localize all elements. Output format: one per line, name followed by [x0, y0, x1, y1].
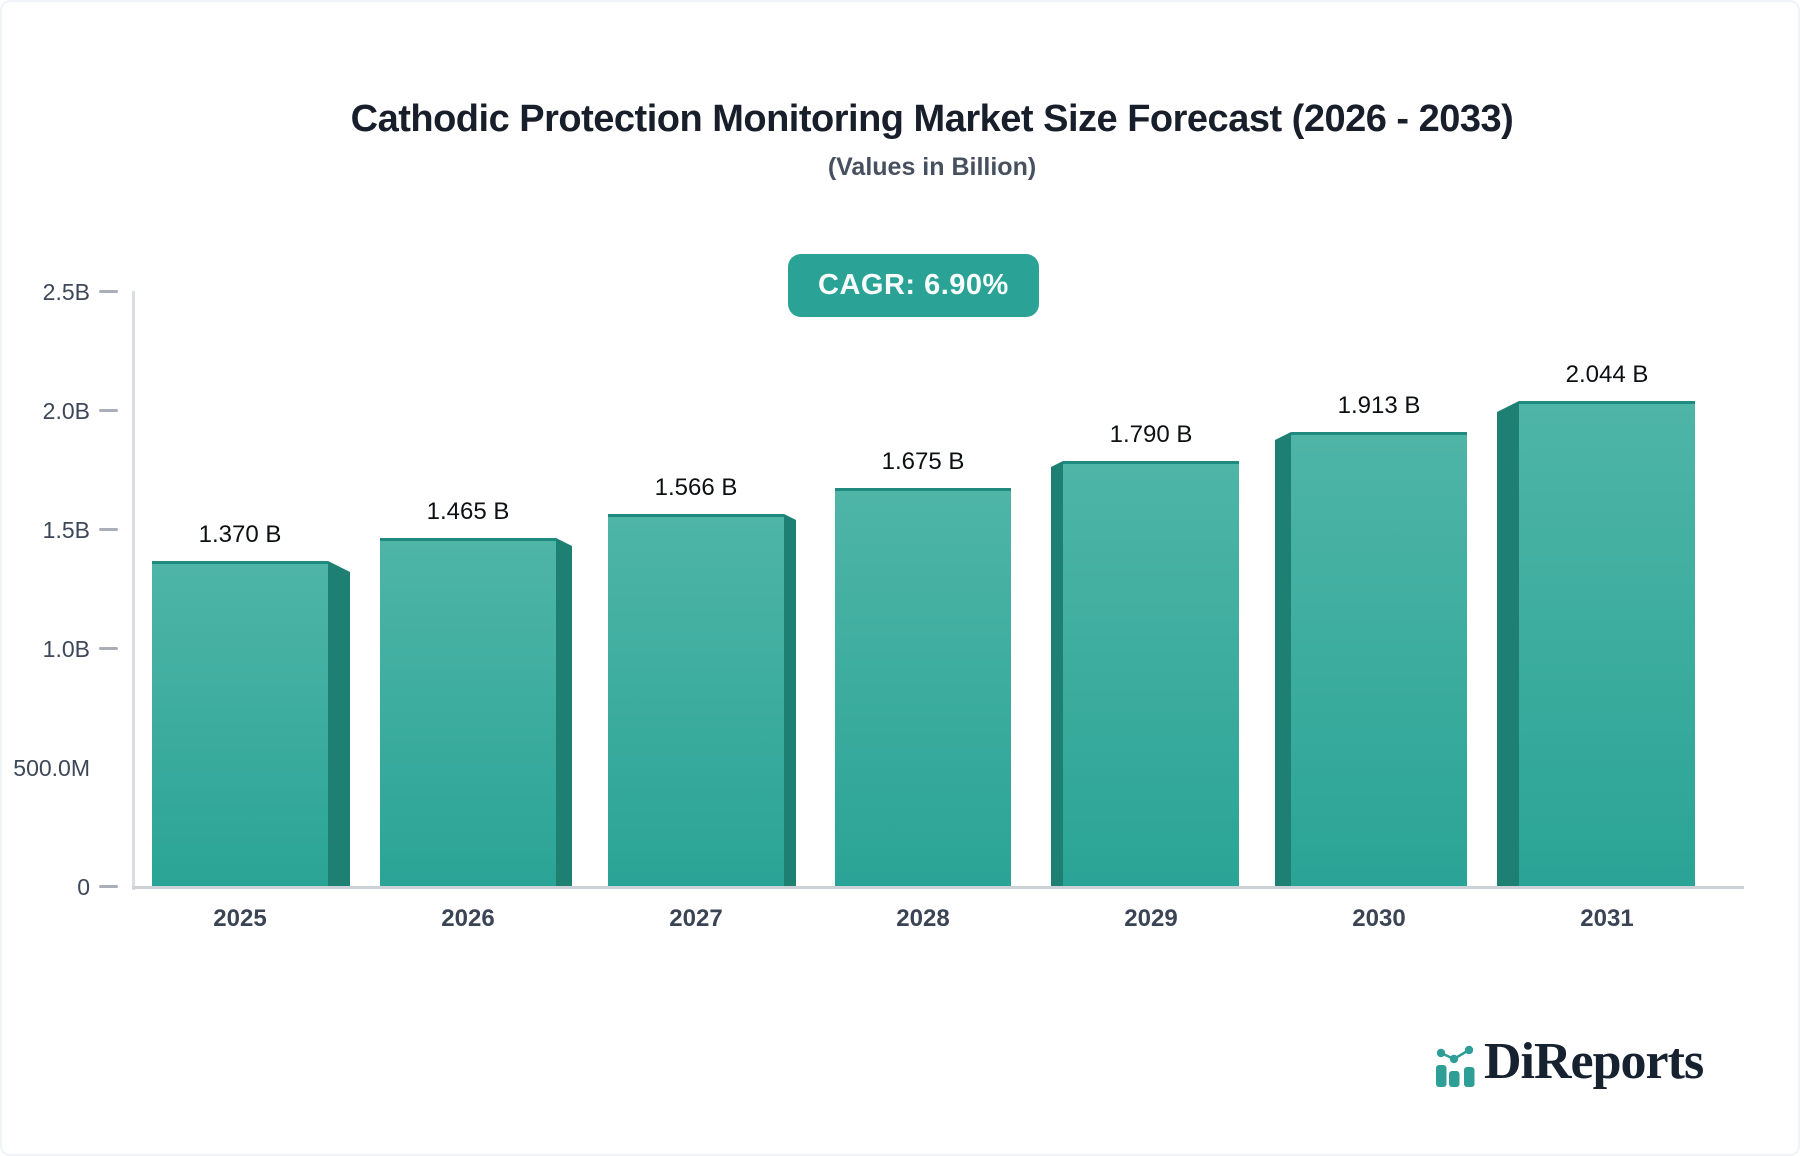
chart-subtitle: (Values in Billion)	[827, 153, 1037, 181]
bar-2025	[152, 561, 328, 886]
bar-side-panel	[1275, 432, 1291, 886]
bar-value-label: 1.913 B	[1337, 392, 1421, 419]
bar-value-label: 2.044 B	[1565, 361, 1649, 388]
chart-header: Cathodic Protection Monitoring Market Si…	[32, 2, 1798, 182]
bar-2028	[835, 488, 1011, 886]
cagr-badge: CAGR: 6.90%	[788, 254, 1039, 317]
bar-value-label: 1.370 B	[198, 521, 282, 548]
x-axis-label: 2026	[441, 905, 495, 932]
bar-side-panel	[1497, 401, 1519, 886]
x-axis-label: 2031	[1580, 905, 1634, 932]
chart-title: Cathodic Protection Monitoring Market Si…	[350, 98, 1514, 140]
y-axis-label: 1.0B	[42, 636, 90, 662]
bar-2030	[1291, 432, 1467, 886]
y-axis-label: 500.0M	[13, 755, 90, 781]
brand-logo: DiReports	[1431, 1033, 1704, 1090]
y-axis-tick	[99, 290, 118, 293]
y-axis-label: 2.0B	[42, 398, 90, 424]
bar-side-panel	[556, 538, 572, 886]
bar-value-label: 1.566 B	[654, 474, 738, 501]
x-axis-label: 2025	[213, 905, 267, 932]
bar-side-panel	[784, 514, 796, 886]
y-axis-label: 1.5B	[42, 517, 90, 543]
bar-side-panel	[1051, 461, 1063, 886]
x-axis-label: 2028	[896, 905, 950, 932]
y-axis-tick	[99, 647, 118, 650]
bar-side-panel	[328, 561, 350, 886]
x-axis-label: 2029	[1124, 905, 1178, 932]
mini-bar-chart-icon	[1436, 1045, 1475, 1087]
bar-2029	[1063, 461, 1239, 886]
bar-2027	[608, 514, 784, 886]
x-axis-line	[132, 886, 1744, 889]
x-axis-label: 2027	[669, 905, 723, 932]
logo-text: DiReports	[1484, 1033, 1704, 1090]
bar-2026	[380, 538, 556, 886]
y-axis-label: 2.5B	[42, 279, 90, 305]
bar-value-label: 1.465 B	[426, 498, 510, 525]
bar-value-label: 1.675 B	[881, 448, 965, 475]
y-axis-tick	[99, 528, 118, 531]
y-axis-tick	[99, 885, 118, 888]
y-axis-label: 0	[77, 874, 90, 900]
y-axis-line	[132, 291, 135, 890]
bar-value-label: 1.790 B	[1109, 421, 1193, 448]
x-axis-label: 2030	[1352, 905, 1406, 932]
y-axis-tick	[99, 409, 118, 412]
bar-2031	[1519, 401, 1695, 886]
